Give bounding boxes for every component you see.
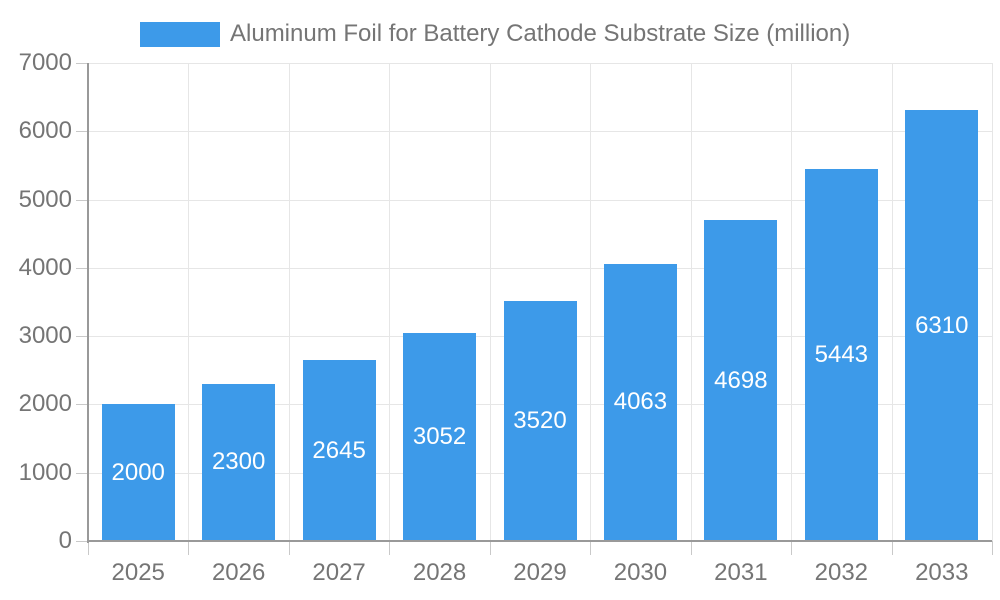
bar: 3052 (403, 332, 477, 541)
x-axis-tick (891, 541, 893, 555)
bar-value-label: 5443 (814, 341, 869, 369)
gridline-horizontal (88, 63, 992, 64)
bar: 2645 (302, 360, 376, 541)
x-axis-label: 2026 (211, 559, 266, 586)
gridline-vertical (590, 63, 592, 541)
chart-title: Aluminum Foil for Battery Cathode Substr… (230, 20, 851, 47)
x-axis-tick (188, 541, 190, 555)
x-axis-tick (288, 541, 290, 555)
bar: 2000 (101, 404, 175, 541)
y-axis-label: 6000 (18, 117, 72, 145)
bar-value-label: 6310 (915, 311, 969, 339)
x-axis-label: 2025 (111, 559, 165, 586)
x-axis-tick (489, 541, 491, 555)
legend-swatch (140, 21, 220, 47)
bar-value-label: 3520 (513, 406, 567, 434)
x-axis-label: 2033 (915, 559, 969, 586)
x-axis-label: 2027 (312, 559, 366, 586)
x-axis-label: 2031 (714, 559, 768, 586)
bar-value-label: 4698 (714, 366, 768, 394)
bar-value-label: 4063 (613, 388, 668, 416)
y-axis-label: 0 (58, 527, 72, 554)
x-axis-label: 2029 (513, 559, 567, 586)
bar: 2300 (202, 383, 276, 541)
bar-value-label: 2300 (211, 448, 266, 476)
gridline-vertical (690, 63, 692, 541)
y-axis-tick (76, 336, 88, 338)
y-axis-tick (76, 63, 88, 64)
y-axis-tick (76, 267, 88, 269)
y-axis-label: 7000 (18, 49, 72, 76)
x-axis-tick (791, 541, 793, 555)
x-axis-tick (690, 541, 692, 555)
x-axis-label: 2028 (412, 559, 467, 586)
y-axis-tick (76, 131, 88, 133)
gridline-vertical (791, 63, 793, 541)
gridline-horizontal (88, 199, 992, 201)
bar-value-label: 2645 (312, 436, 366, 464)
bar: 3520 (503, 300, 577, 541)
bar: 4063 (603, 263, 677, 541)
gridline-horizontal (88, 131, 992, 133)
gridline-vertical (489, 63, 491, 541)
bar: 5443 (804, 169, 878, 541)
gridline-vertical (288, 63, 290, 541)
bar: 4698 (704, 220, 778, 541)
x-axis-line (88, 540, 992, 542)
y-axis-label: 5000 (18, 185, 72, 213)
y-axis-line (87, 63, 89, 543)
gridline-vertical (389, 63, 391, 541)
bar-value-label: 2000 (111, 458, 165, 486)
gridline-vertical (891, 63, 893, 541)
x-axis-label: 2030 (613, 559, 668, 586)
x-axis-tick (992, 541, 993, 555)
gridline-vertical (188, 63, 190, 541)
y-axis-tick (76, 472, 88, 474)
x-axis-tick (88, 541, 89, 555)
y-axis-tick (76, 199, 88, 201)
y-axis-tick (76, 404, 88, 406)
y-axis-label: 2000 (18, 390, 72, 418)
x-axis-tick (590, 541, 592, 555)
x-axis-tick (389, 541, 391, 555)
bar-value-label: 3052 (412, 422, 467, 450)
y-axis-label: 1000 (18, 458, 72, 486)
bar: 6310 (905, 110, 979, 541)
y-axis-tick (76, 541, 88, 542)
legend-item[interactable]: Aluminum Foil for Battery Cathode Substr… (140, 20, 850, 48)
y-axis-label: 4000 (18, 253, 72, 281)
x-axis-label: 2032 (814, 559, 869, 586)
gridline-vertical (992, 63, 993, 541)
y-axis-label: 3000 (18, 322, 72, 350)
gridline-horizontal (88, 267, 992, 269)
